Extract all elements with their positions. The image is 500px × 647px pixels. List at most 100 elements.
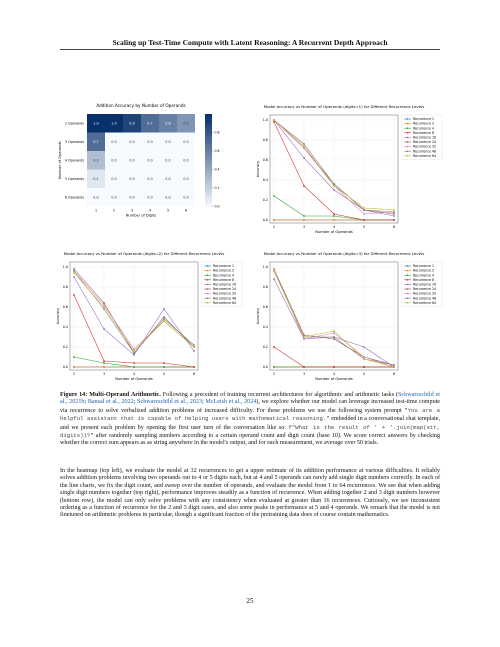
data-point — [273, 121, 275, 123]
citation-link[interactable]: Schwarzschild et al., 2023 — [137, 399, 202, 406]
legend-label: Recurrence 64 — [413, 301, 436, 305]
heatmap-cell — [141, 169, 159, 188]
figure-caption: Figure 14: Multi-Operand Arithmetic. Fol… — [60, 392, 441, 447]
data-point — [333, 338, 335, 340]
legend-marker — [406, 279, 409, 281]
legend-marker — [206, 283, 209, 286]
legend-marker — [406, 155, 409, 157]
y-axis-label: Accuracy — [256, 160, 260, 177]
heatmap-cell — [105, 132, 123, 151]
colorbar-segment — [205, 192, 212, 196]
heatmap-cell-label: 0.1 — [93, 177, 98, 181]
colorbar-tick-label: 0.8 — [215, 131, 220, 135]
heatmap-cell-label: 0.0 — [111, 177, 116, 181]
colorbar-segment — [205, 201, 212, 205]
data-point — [303, 147, 305, 149]
caption-text-4: after randomly sampling numbers accordin… — [60, 433, 440, 447]
heatmap-cell-label: 0.0 — [165, 195, 170, 199]
y-tick-label: 0.6 — [263, 158, 268, 162]
x-tick-label: 4 — [133, 372, 135, 376]
heatmap-cell-label: 0.6 — [165, 121, 170, 125]
y-tick-label: 1.0 — [263, 265, 268, 269]
legend-label: Recurrence 64 — [413, 154, 436, 158]
colorbar-segment — [205, 118, 212, 122]
colorbar-segment — [205, 151, 212, 154]
heatmap-cell-label: 0.0 — [129, 140, 134, 144]
citation-link[interactable]: McLeish et al., 2024 — [205, 399, 257, 406]
data-point — [103, 304, 105, 306]
data-point — [303, 145, 305, 147]
data-point — [393, 366, 395, 368]
heatmap-cell-label: 0.7 — [147, 121, 152, 125]
legend-label: Recurrence 1 — [413, 117, 434, 121]
data-point — [273, 366, 275, 368]
heatmap-cell-label: 0.0 — [165, 177, 170, 181]
legend-marker — [406, 136, 409, 139]
caption-text-2: ), we explore whether our model can leve… — [60, 399, 441, 414]
heatmap-cell — [123, 151, 141, 170]
data-point — [333, 366, 335, 368]
legend-marker — [206, 297, 209, 299]
data-point — [303, 215, 305, 217]
legend-marker — [406, 288, 409, 290]
y-axis-label: Accuracy — [256, 307, 260, 324]
colorbar-segment — [205, 155, 212, 159]
legend-label: Recurrence 32 — [213, 292, 236, 296]
x-tick-label: 3 — [303, 225, 305, 229]
heatmap-title: Addition Accuracy by Number of Operands — [96, 103, 185, 108]
data-point — [363, 209, 365, 211]
legend-label: Recurrence 2 — [413, 269, 434, 273]
citation-link[interactable]: Schwarzschild et al., 2021b — [60, 392, 440, 406]
data-point — [133, 366, 135, 368]
heatmap-y-tick-label: 4 Operands — [65, 158, 84, 162]
data-point — [363, 346, 365, 348]
data-point — [303, 143, 305, 145]
legend-label: Recurrence 16 — [413, 283, 436, 287]
y-tick-label: 0.2 — [263, 198, 268, 202]
legend-label: Recurrence 1 — [213, 264, 234, 268]
legend-marker — [406, 118, 409, 120]
data-point — [73, 268, 75, 270]
data-point — [303, 336, 305, 338]
legend-marker — [406, 274, 409, 276]
legend-label: Recurrence 24 — [413, 287, 436, 291]
data-point — [133, 350, 135, 352]
legend-label: Recurrence 32 — [413, 145, 436, 149]
data-point — [193, 346, 195, 348]
legend-label: Recurrence 48 — [413, 296, 436, 300]
system-prompt-code: "You are a helpful assistant that is cap… — [60, 406, 440, 423]
legend-label: Recurrence 48 — [213, 296, 236, 300]
data-point — [333, 332, 335, 334]
legend-marker — [206, 292, 209, 295]
heatmap-cell-label: 0.0 — [183, 140, 188, 144]
data-point — [303, 219, 305, 221]
colorbar-tick-label: 0.6 — [215, 149, 220, 153]
y-tick-label: 0.6 — [63, 305, 68, 309]
x-axis-label: Number of Operands — [315, 230, 353, 234]
data-point — [103, 308, 105, 310]
data-point — [303, 157, 305, 159]
colorbar-segment — [205, 125, 212, 129]
heatmap-cell — [123, 188, 141, 207]
colorbar-segment — [205, 174, 212, 177]
data-point — [363, 366, 365, 368]
data-point — [193, 366, 195, 368]
colorbar-segment — [205, 157, 212, 161]
line-chart-digits-3: Model Accuracy vs Number of Operands (di… — [256, 251, 443, 381]
heatmap-x-tick-label: 3 — [131, 209, 133, 213]
heatmap-cell — [87, 188, 105, 207]
citation-link[interactable]: Bansal et al., 2022 — [87, 399, 134, 406]
heatmap-cell-label: 0.0 — [183, 177, 188, 181]
colorbar-segment — [205, 176, 212, 180]
data-point — [393, 209, 395, 211]
data-point — [103, 362, 105, 364]
heatmap-cell-label: 0.0 — [147, 195, 152, 199]
y-tick-label: 0.4 — [63, 325, 68, 329]
heatmap-cell-label: 0.0 — [147, 140, 152, 144]
colorbar-segment — [205, 181, 212, 184]
heatmap-cell-label: 0.7 — [93, 140, 98, 144]
colorbar-segment — [205, 171, 212, 175]
legend-marker — [206, 265, 209, 267]
data-point — [393, 213, 395, 215]
y-tick-label: 1.0 — [63, 265, 68, 269]
